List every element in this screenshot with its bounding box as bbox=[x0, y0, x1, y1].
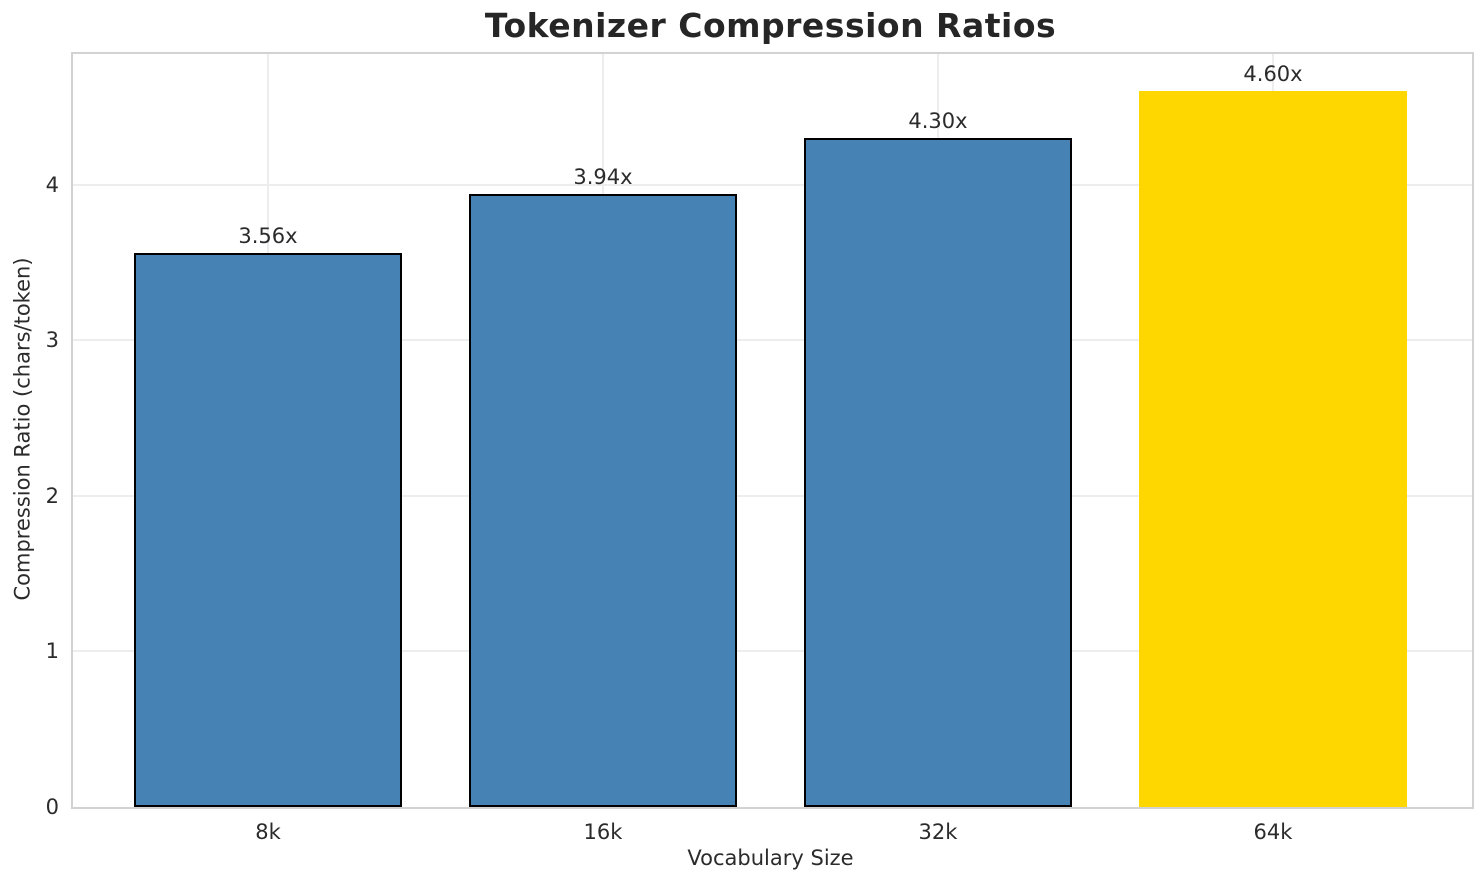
bar-8k bbox=[133, 253, 402, 807]
y-tick-label: 2 bbox=[45, 483, 59, 508]
bar-value-label: 3.94x bbox=[573, 165, 633, 190]
x-tick-label: 32k bbox=[918, 820, 958, 844]
x-axis-label: Vocabulary Size bbox=[687, 846, 854, 870]
y-tick-label: 4 bbox=[45, 172, 59, 197]
y-gridline bbox=[73, 339, 1472, 342]
y-tick-label: 0 bbox=[45, 795, 59, 819]
x-tick-label: 8k bbox=[255, 820, 281, 844]
y-gridline bbox=[73, 183, 1472, 186]
plot-area: 0 1 2 3 4 3.56x 8k 3.94x 16k 4.30x 32k 4.60x 64k bbox=[46, 52, 1474, 844]
y-gridline bbox=[73, 494, 1472, 497]
bar-value-label: 4.30x bbox=[908, 109, 968, 134]
bar-64k bbox=[1139, 91, 1407, 807]
y-axis-label-container: Compression Ratio (chars/token) bbox=[0, 52, 44, 805]
bar-value-label: 4.60x bbox=[1243, 62, 1303, 87]
bar-32k bbox=[803, 138, 1072, 807]
y-tick-label: 1 bbox=[45, 639, 59, 664]
x-tick-label: 64k bbox=[1253, 820, 1293, 844]
y-gridline bbox=[73, 650, 1472, 653]
y-tick-label: 3 bbox=[45, 328, 59, 353]
x-tick-label: 16k bbox=[583, 820, 623, 844]
y-axis-label: Compression Ratio (chars/token) bbox=[10, 256, 35, 601]
chart-title: Tokenizer Compression Ratios bbox=[484, 6, 1057, 45]
bar-value-label: 3.56x bbox=[238, 224, 298, 249]
bar-16k bbox=[468, 194, 737, 807]
